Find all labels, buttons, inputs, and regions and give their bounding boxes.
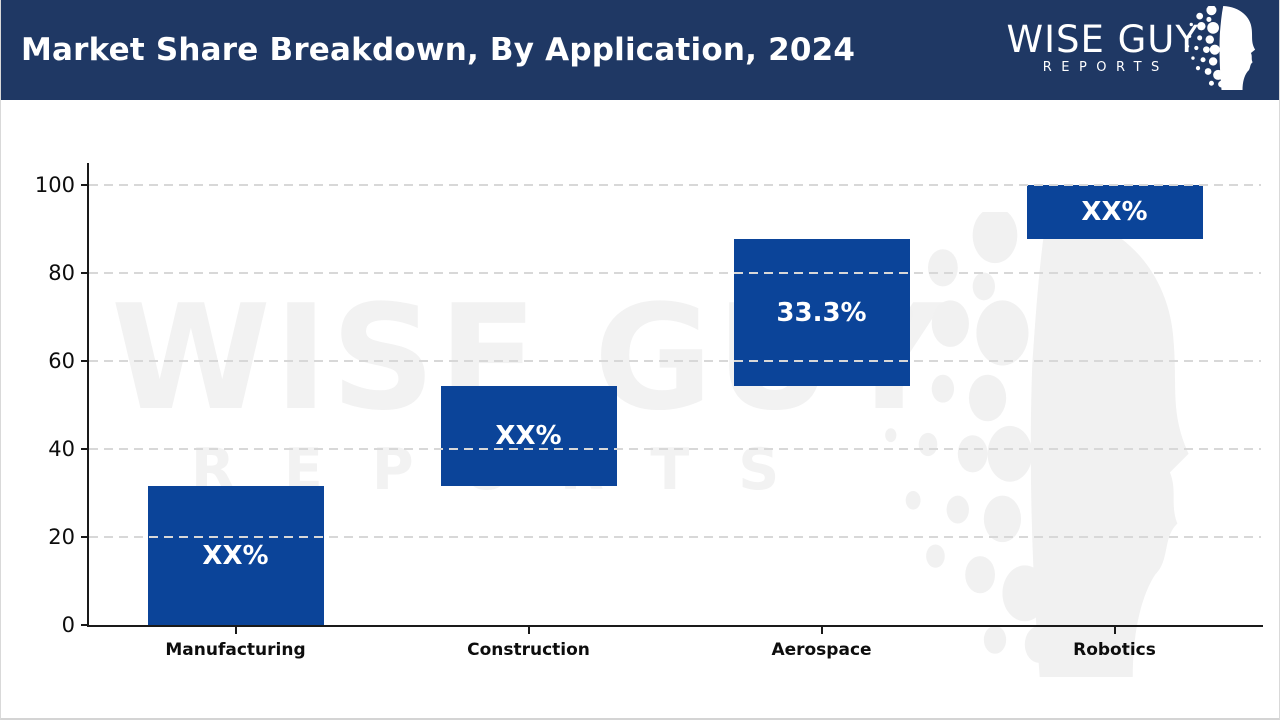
x-tick-label-aerospace: Aerospace [771, 640, 872, 660]
plot-area: 0 20 40 60 80 100 XX% Manufacturing XX% Construct… [35, 163, 1261, 660]
x-tick-construction [527, 627, 530, 634]
x-tick-manufacturing [234, 627, 237, 634]
bar-value-label: XX% [495, 421, 562, 452]
gridline-80 [89, 272, 1261, 274]
x-tick-label-robotics: Robotics [1073, 640, 1156, 660]
header-bar: Market Share Breakdown, By Application, … [1, 0, 1279, 100]
brand-logo-text: WISE GUY REPORTS [1006, 17, 1199, 76]
bar-aerospace: 33.3% [733, 239, 910, 387]
y-tick-label-80: 80 [48, 261, 75, 285]
gridline-60 [89, 360, 1261, 362]
brand-subtitle: REPORTS [1042, 60, 1169, 76]
y-tick-60 [81, 360, 89, 362]
x-tick-aerospace [820, 627, 823, 634]
gridline-40 [89, 448, 1261, 450]
y-tick-label-100: 100 [34, 173, 75, 197]
y-tick-80 [81, 272, 89, 274]
x-tick-label-construction: Construction [467, 640, 590, 660]
y-tick-label-20: 20 [48, 524, 75, 549]
bar-value-label: 33.3% [776, 297, 867, 328]
bar-robotics: XX% [1026, 185, 1203, 240]
y-tick-label-0: 0 [61, 613, 75, 637]
bar-value-label: XX% [1081, 197, 1148, 228]
chart-title: Market Share Breakdown, By Application, … [21, 32, 856, 68]
bar-construction: XX% [440, 386, 617, 487]
y-axis-line [87, 163, 89, 627]
y-tick-label-60: 60 [48, 349, 75, 373]
bar-value-label: XX% [202, 540, 269, 571]
x-tick-label-manufacturing: Manufacturing [165, 640, 306, 660]
y-tick-100 [81, 184, 89, 186]
x-tick-robotics [1113, 627, 1116, 634]
brand-logo: WISE GUY REPORTS [1007, 6, 1269, 90]
bar-manufacturing: XX% [147, 486, 324, 625]
x-axis-line [87, 625, 1263, 627]
brand-name: WISE GUY [1006, 17, 1199, 61]
y-tick-20 [81, 535, 89, 538]
y-tick-0 [81, 624, 89, 626]
gridline-100 [89, 184, 1261, 186]
gridline-20 [89, 535, 1261, 538]
y-tick-label-40: 40 [48, 437, 75, 461]
y-tick-40 [81, 448, 89, 450]
